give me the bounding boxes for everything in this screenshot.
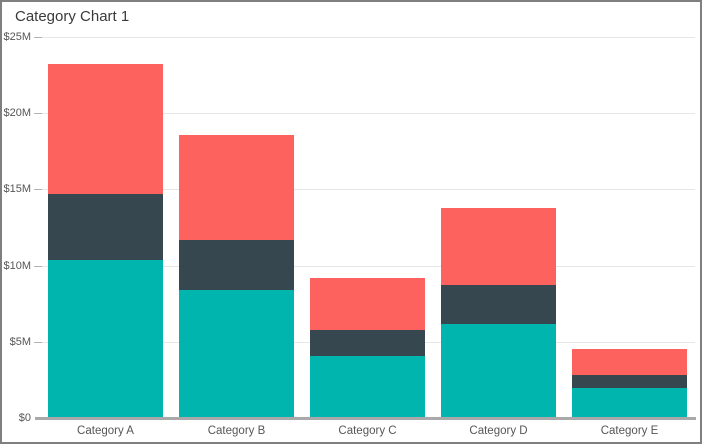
bar-segment-teal[interactable]: [310, 355, 425, 418]
y-axis-tick: [34, 189, 42, 190]
y-axis-label: $20M: [3, 107, 31, 119]
y-axis-tick: [34, 113, 42, 114]
gridline: [35, 113, 695, 114]
y-axis-label: $25M: [3, 31, 31, 43]
bar-segment-teal[interactable]: [48, 259, 163, 418]
gridline: [35, 189, 695, 190]
bar-segment-teal[interactable]: [179, 289, 294, 418]
x-axis-label: Category A: [77, 425, 134, 437]
x-axis-label: Category B: [207, 425, 266, 437]
bar-segment-coral[interactable]: [48, 64, 163, 194]
y-axis-label: $15M: [3, 183, 31, 195]
y-axis-tick: [34, 37, 42, 38]
bar-segment-coral[interactable]: [310, 277, 425, 330]
gridline: [35, 266, 695, 267]
chart-title: Category Chart 1: [15, 8, 130, 25]
bar-segment-coral[interactable]: [179, 134, 294, 240]
bar-segment-dark-slate[interactable]: [572, 374, 687, 388]
y-axis-label: $5M: [9, 336, 31, 348]
bar-segment-dark-slate[interactable]: [48, 193, 163, 260]
x-axis-label: Category D: [469, 425, 528, 437]
x-axis-label: Category C: [338, 425, 397, 437]
y-axis-tick: [34, 342, 42, 343]
gridline: [35, 37, 695, 38]
bar-segment-coral[interactable]: [572, 349, 687, 375]
bar-segment-coral[interactable]: [441, 207, 556, 286]
bar-segment-dark-slate[interactable]: [441, 285, 556, 324]
x-axis-label: Category E: [600, 425, 659, 437]
bar-segment-dark-slate[interactable]: [310, 329, 425, 356]
bar-segment-dark-slate[interactable]: [179, 239, 294, 290]
bar-segment-teal[interactable]: [572, 387, 687, 418]
bar-segment-teal[interactable]: [441, 323, 556, 418]
y-axis-label: $10M: [3, 260, 31, 272]
x-axis-line: [35, 417, 696, 420]
y-axis-tick: [34, 266, 42, 267]
y-axis-label: $0: [18, 412, 31, 424]
